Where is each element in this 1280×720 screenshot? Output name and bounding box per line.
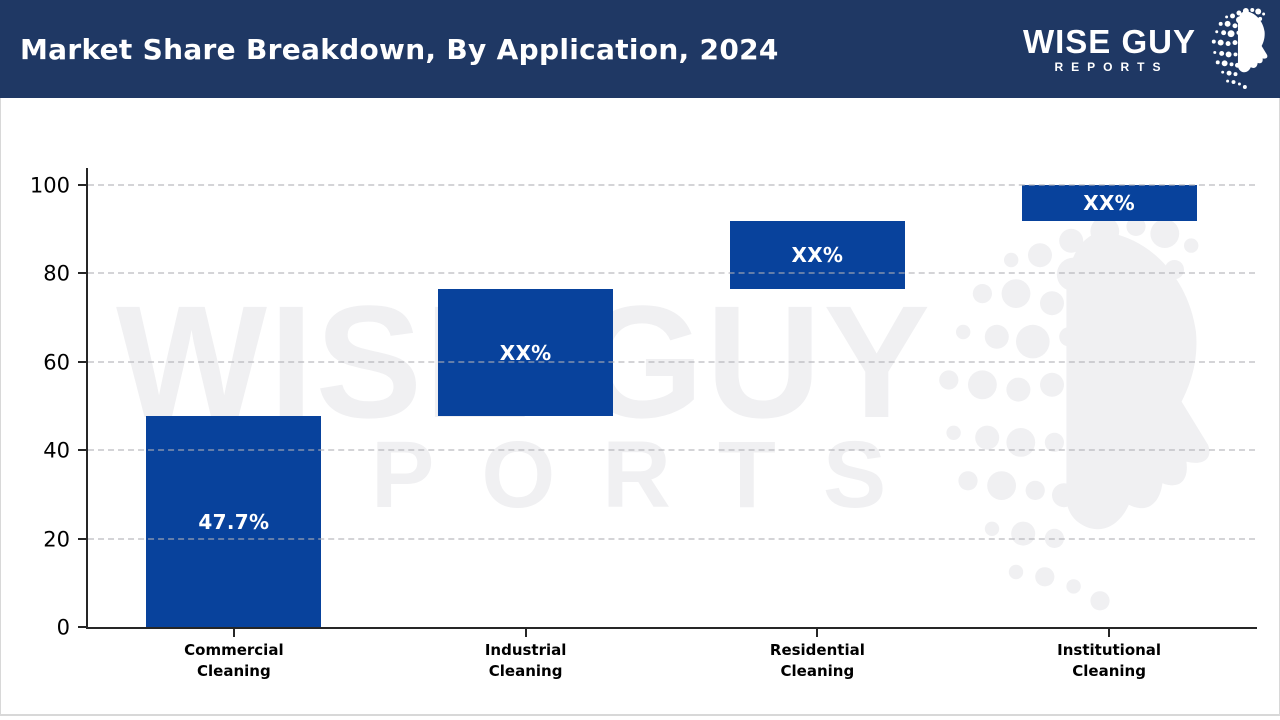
x-category-label-line: Cleaning [1072, 662, 1146, 680]
x-category-label: Industrial Cleaning [416, 640, 636, 682]
y-tick-mark [78, 537, 86, 540]
y-axis-line [86, 168, 88, 629]
x-category-label-line: Commercial [184, 641, 284, 659]
x-tick-mark [1108, 629, 1111, 637]
gridline [88, 272, 1255, 275]
x-category-label-line: Cleaning [780, 662, 855, 680]
page-border-bottom [0, 714, 1280, 716]
y-tick-label: 60 [43, 350, 70, 375]
y-tick-mark [78, 449, 86, 452]
x-category-label-line: Cleaning [197, 662, 271, 680]
logo-wordmark: WISE GUY REPORTS [1023, 25, 1196, 73]
bar-segment [729, 220, 905, 289]
x-axis-line [86, 627, 1257, 629]
y-tick-label: 100 [29, 173, 70, 198]
gridline [88, 360, 1255, 363]
wise-guy-logo: WISE GUY REPORTS [1023, 7, 1272, 91]
y-tick-label: 80 [43, 261, 70, 286]
gridline [88, 449, 1255, 452]
bar-value-label: XX% [791, 242, 844, 267]
bar-value-label: 47.7% [198, 509, 270, 534]
y-tick-mark [78, 184, 86, 186]
bar-value-label: XX% [1083, 190, 1136, 215]
x-tick-mark [524, 629, 527, 637]
x-tick-mark [816, 629, 819, 637]
bar-segment [1021, 185, 1197, 221]
y-tick-mark [78, 360, 86, 363]
bar-value-label: XX% [499, 340, 552, 365]
gridline [88, 184, 1255, 186]
gridline [88, 537, 1255, 540]
bar-segment [146, 416, 322, 627]
y-tick-label: 0 [56, 615, 70, 640]
x-category-label: Commercial Cleaning [124, 640, 344, 682]
logo-wordmark-line1: WISE GUY [1022, 23, 1196, 60]
y-tick-mark [78, 272, 86, 275]
y-tick-label: 20 [43, 527, 70, 552]
x-category-label-line: Industrial [484, 641, 567, 659]
bar-segment [438, 288, 614, 417]
x-category-label-line: Residential [769, 641, 865, 659]
header-bar: Market Share Breakdown, By Application, … [0, 0, 1280, 98]
x-category-label: Residential Cleaning [707, 640, 927, 682]
x-tick-mark [232, 629, 235, 637]
x-category-label: Institutional Cleaning [999, 640, 1219, 682]
x-category-label-line: Cleaning [488, 662, 563, 680]
x-category-label-line: Institutional [1057, 641, 1162, 659]
y-tick-mark [78, 626, 86, 628]
page-title: Market Share Breakdown, By Application, … [20, 32, 779, 66]
y-tick-label: 40 [43, 438, 70, 463]
logo-wordmark-line2: REPORTS [1054, 60, 1169, 74]
page-border-left [0, 98, 1, 716]
